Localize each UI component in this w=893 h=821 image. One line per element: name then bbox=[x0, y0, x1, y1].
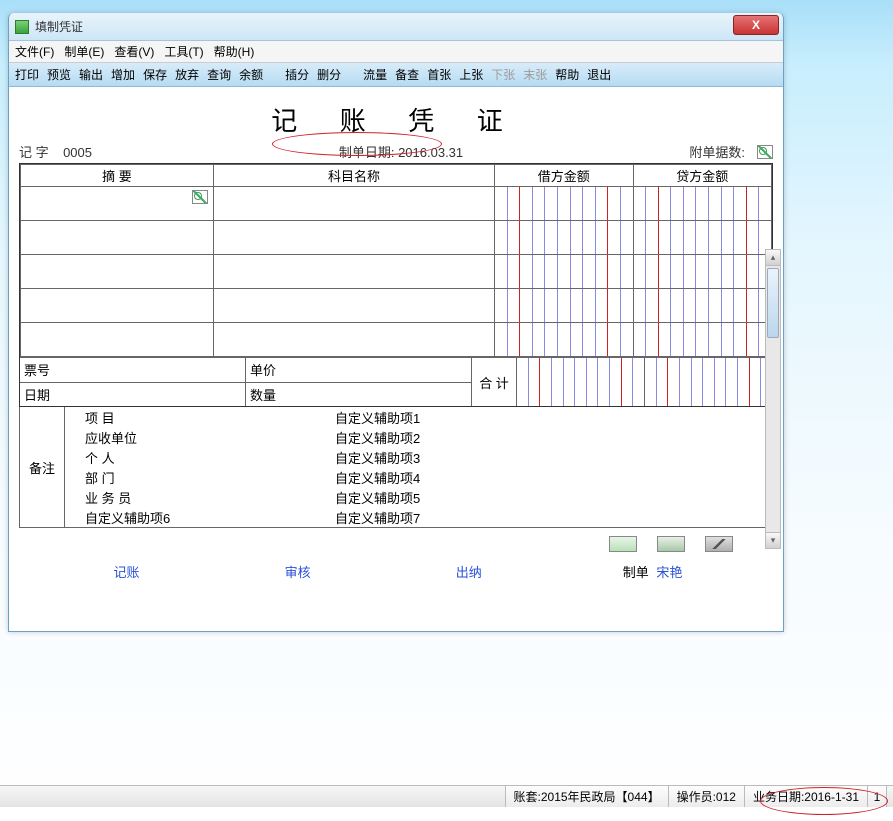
aux-left-2: 个 人 bbox=[65, 447, 315, 467]
sub-info-row: 票号 单价 日期 数量 合 计 bbox=[20, 357, 772, 406]
tool-2[interactable]: 输出 bbox=[79, 66, 103, 83]
status-account: 账套:2015年民政局【044】 bbox=[505, 786, 669, 807]
entry-row[interactable] bbox=[21, 289, 772, 323]
status-icon-2[interactable] bbox=[657, 536, 685, 552]
attach-label: 附单据数: bbox=[689, 142, 745, 161]
tool-0[interactable]: 打印 bbox=[15, 66, 39, 83]
status-icon-3[interactable] bbox=[705, 536, 733, 552]
price-label: 单价 bbox=[246, 358, 472, 382]
word-label: 记 字 bbox=[19, 145, 49, 160]
tool-12[interactable]: 首张 bbox=[427, 66, 451, 83]
aux-box: 备注 项 目自定义辅助项1应收单位自定义辅助项2个 人自定义辅助项3部 门自定义… bbox=[19, 407, 773, 528]
voucher-window: 填制凭证 X 文件(F) 制单(E) 查看(V) 工具(T) 帮助(H) 打印预… bbox=[8, 13, 784, 632]
entry-row[interactable] bbox=[21, 187, 772, 221]
col-credit: 贷方金额 bbox=[633, 165, 771, 187]
scroll-up-button[interactable]: ▴ bbox=[766, 250, 780, 266]
tool-7[interactable]: 余额 bbox=[239, 66, 263, 83]
tool-14: 下张 bbox=[491, 66, 515, 83]
close-button[interactable]: X bbox=[733, 15, 779, 35]
attach-lookup-icon[interactable] bbox=[757, 145, 773, 159]
aux-right-2: 自定义辅助项3 bbox=[315, 447, 772, 467]
summary-input[interactable] bbox=[22, 188, 212, 219]
qty-label: 数量 bbox=[246, 382, 472, 406]
menu-make[interactable]: 制单(E) bbox=[64, 43, 104, 60]
signoff-row: 记账 审核 出纳 制单 宋艳 bbox=[19, 556, 773, 591]
status-icon-1[interactable] bbox=[609, 536, 637, 552]
icon-row bbox=[19, 528, 773, 556]
menubar: 文件(F) 制单(E) 查看(V) 工具(T) 帮助(H) bbox=[9, 41, 783, 63]
aux-right-1: 自定义辅助项2 bbox=[315, 427, 772, 447]
tool-4[interactable]: 保存 bbox=[143, 66, 167, 83]
content-area: 记 账 凭 证 记 字 0005 制单日期: 2016.03.31 附单据数: bbox=[9, 87, 783, 631]
tool-16[interactable]: 帮助 bbox=[555, 66, 579, 83]
entry-row[interactable] bbox=[21, 323, 772, 357]
sub-date-label: 日期 bbox=[20, 382, 246, 406]
sign-maker-value: 宋艳 bbox=[656, 565, 682, 580]
status-bizdate: 业务日期:2016-1-31 bbox=[744, 786, 868, 807]
tool-17[interactable]: 退出 bbox=[587, 66, 611, 83]
scroll-down-button[interactable]: ▾ bbox=[766, 532, 780, 548]
date-value: 2016.03.31 bbox=[398, 145, 463, 160]
col-debit: 借方金额 bbox=[495, 165, 633, 187]
entry-row[interactable] bbox=[21, 221, 772, 255]
total-debit bbox=[517, 358, 645, 406]
menu-view[interactable]: 查看(V) bbox=[114, 43, 154, 60]
app-icon bbox=[15, 20, 29, 34]
aux-left-1: 应收单位 bbox=[65, 427, 315, 447]
aux-left-0: 项 目 bbox=[65, 407, 315, 427]
toolbar: 打印预览输出增加保存放弃查询余额 插分删分 流量备查首张上张下张末张帮助退出 bbox=[9, 63, 783, 87]
sign-audit: 审核 bbox=[285, 565, 311, 580]
vertical-scrollbar[interactable]: ▴ ▾ bbox=[765, 249, 781, 549]
info-row: 记 字 0005 制单日期: 2016.03.31 附单据数: bbox=[19, 142, 773, 161]
menu-help[interactable]: 帮助(H) bbox=[214, 43, 255, 60]
sign-book: 记账 bbox=[114, 565, 140, 580]
sign-cashier: 出纳 bbox=[456, 565, 482, 580]
tool-5[interactable]: 放弃 bbox=[175, 66, 199, 83]
total-credit bbox=[645, 358, 772, 406]
tool-10[interactable]: 流量 bbox=[363, 66, 387, 83]
debit-cell[interactable] bbox=[495, 187, 633, 221]
credit-cell[interactable] bbox=[633, 187, 771, 221]
aux-left-3: 部 门 bbox=[65, 467, 315, 487]
entry-row[interactable] bbox=[21, 255, 772, 289]
menu-tool[interactable]: 工具(T) bbox=[164, 43, 203, 60]
status-extra: 1 bbox=[867, 786, 887, 807]
col-subject: 科目名称 bbox=[213, 165, 494, 187]
date-label: 制单日期: bbox=[339, 145, 395, 160]
voucher-number: 0005 bbox=[63, 145, 92, 160]
scroll-thumb[interactable] bbox=[767, 268, 779, 338]
col-summary: 摘 要 bbox=[21, 165, 214, 187]
tool-6[interactable]: 查询 bbox=[207, 66, 231, 83]
tool-9[interactable]: 删分 bbox=[317, 66, 341, 83]
window-title: 填制凭证 bbox=[35, 18, 83, 35]
status-operator: 操作员:012 bbox=[668, 786, 745, 807]
sign-maker-label: 制单 bbox=[623, 565, 649, 580]
tool-13[interactable]: 上张 bbox=[459, 66, 483, 83]
aux-left-4: 业 务 员 bbox=[65, 487, 315, 507]
document-title: 记 账 凭 证 bbox=[19, 101, 773, 138]
aux-right-5: 自定义辅助项7 bbox=[315, 507, 772, 527]
menu-file[interactable]: 文件(F) bbox=[15, 43, 54, 60]
tool-1[interactable]: 预览 bbox=[47, 66, 71, 83]
subject-cell[interactable] bbox=[213, 187, 494, 221]
ticket-label: 票号 bbox=[20, 358, 246, 382]
tool-11[interactable]: 备查 bbox=[395, 66, 419, 83]
aux-grid: 项 目自定义辅助项1应收单位自定义辅助项2个 人自定义辅助项3部 门自定义辅助项… bbox=[65, 407, 772, 527]
aux-right-0: 自定义辅助项1 bbox=[315, 407, 772, 427]
aux-left-5: 自定义辅助项6 bbox=[65, 507, 315, 527]
summary-lookup-icon[interactable] bbox=[192, 190, 208, 204]
tool-8[interactable]: 插分 bbox=[285, 66, 309, 83]
titlebar: 填制凭证 X bbox=[9, 13, 783, 41]
aux-label: 备注 bbox=[20, 407, 65, 527]
tool-15: 末张 bbox=[523, 66, 547, 83]
voucher-grid: 摘 要 科目名称 借方金额 贷方金额 bbox=[19, 163, 773, 407]
total-label: 合 计 bbox=[472, 358, 517, 406]
tool-3[interactable]: 增加 bbox=[111, 66, 135, 83]
aux-right-3: 自定义辅助项4 bbox=[315, 467, 772, 487]
statusbar: 账套:2015年民政局【044】 操作员:012 业务日期:2016-1-31 … bbox=[0, 785, 893, 807]
aux-right-4: 自定义辅助项5 bbox=[315, 487, 772, 507]
